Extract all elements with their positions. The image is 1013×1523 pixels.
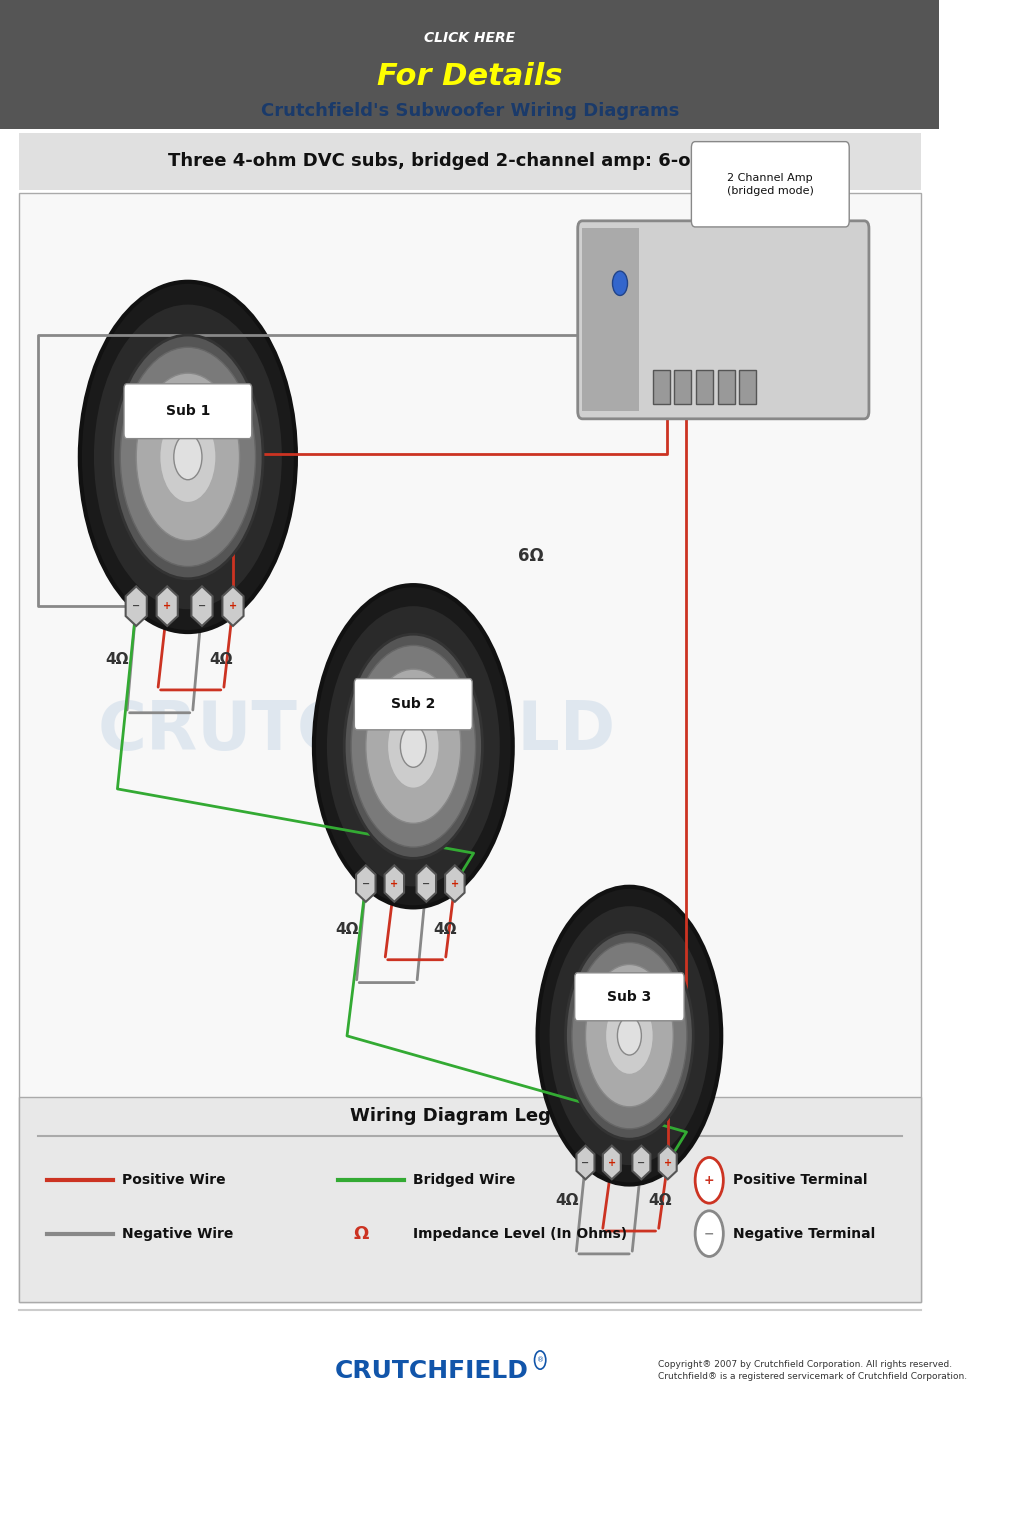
FancyBboxPatch shape xyxy=(0,0,939,129)
Text: Positive Terminal: Positive Terminal xyxy=(732,1173,867,1188)
Polygon shape xyxy=(576,1145,595,1179)
Text: −: − xyxy=(198,602,206,611)
Circle shape xyxy=(174,434,202,480)
Text: CRUTCHFIELD: CRUTCHFIELD xyxy=(335,1359,529,1383)
Circle shape xyxy=(387,704,440,789)
Text: Sub 1: Sub 1 xyxy=(166,404,210,419)
Text: Negative Wire: Negative Wire xyxy=(123,1226,234,1241)
FancyBboxPatch shape xyxy=(692,142,849,227)
Text: 2 Channel Amp
(bridged mode): 2 Channel Amp (bridged mode) xyxy=(727,172,813,196)
Text: 4Ω: 4Ω xyxy=(335,921,359,937)
Polygon shape xyxy=(357,865,376,902)
Text: Sub 2: Sub 2 xyxy=(391,698,436,711)
Text: CRUTCHFIELD: CRUTCHFIELD xyxy=(98,698,616,765)
Text: For Details: For Details xyxy=(377,61,562,91)
Polygon shape xyxy=(223,586,243,626)
FancyBboxPatch shape xyxy=(717,370,734,404)
Circle shape xyxy=(94,305,282,609)
Text: Ω: Ω xyxy=(354,1224,370,1243)
Text: −: − xyxy=(704,1228,714,1240)
FancyBboxPatch shape xyxy=(582,228,639,411)
Circle shape xyxy=(535,1351,546,1369)
Polygon shape xyxy=(658,1145,677,1179)
FancyBboxPatch shape xyxy=(653,370,670,404)
Circle shape xyxy=(352,646,475,847)
Polygon shape xyxy=(191,586,213,626)
Circle shape xyxy=(327,606,499,886)
Polygon shape xyxy=(603,1145,621,1179)
Circle shape xyxy=(344,634,482,859)
Text: −: − xyxy=(422,879,431,888)
Text: +: + xyxy=(608,1157,616,1168)
Text: +: + xyxy=(451,879,459,888)
Circle shape xyxy=(695,1211,723,1256)
Text: −: − xyxy=(581,1157,590,1168)
Text: Positive Wire: Positive Wire xyxy=(123,1173,226,1188)
Text: +: + xyxy=(229,602,237,611)
Text: 4Ω: 4Ω xyxy=(209,652,233,667)
FancyBboxPatch shape xyxy=(739,370,757,404)
Polygon shape xyxy=(126,586,147,626)
Text: CLICK HERE: CLICK HERE xyxy=(424,30,516,46)
Circle shape xyxy=(400,725,426,768)
Text: 4Ω: 4Ω xyxy=(648,1193,672,1208)
Circle shape xyxy=(314,585,513,908)
Polygon shape xyxy=(157,586,178,626)
FancyBboxPatch shape xyxy=(19,193,921,1302)
Circle shape xyxy=(572,943,687,1129)
Text: +: + xyxy=(664,1157,672,1168)
Circle shape xyxy=(613,271,627,295)
FancyBboxPatch shape xyxy=(675,370,692,404)
Circle shape xyxy=(606,998,653,1075)
Circle shape xyxy=(80,282,296,632)
Circle shape xyxy=(549,906,709,1165)
Polygon shape xyxy=(445,865,465,902)
Circle shape xyxy=(366,669,461,824)
Circle shape xyxy=(112,335,263,579)
Text: 4Ω: 4Ω xyxy=(105,652,130,667)
Circle shape xyxy=(160,411,216,503)
FancyBboxPatch shape xyxy=(355,679,472,730)
Text: +: + xyxy=(704,1174,714,1186)
Circle shape xyxy=(565,932,693,1139)
Text: 4Ω: 4Ω xyxy=(555,1193,578,1208)
FancyBboxPatch shape xyxy=(577,221,869,419)
Text: +: + xyxy=(163,602,171,611)
Text: Sub 3: Sub 3 xyxy=(607,990,651,1004)
Text: Three 4-ohm DVC subs, bridged 2-channel amp: 6-ohm load: Three 4-ohm DVC subs, bridged 2-channel … xyxy=(168,152,771,171)
Circle shape xyxy=(538,886,721,1185)
Text: Wiring Diagram Legend: Wiring Diagram Legend xyxy=(350,1107,589,1125)
Circle shape xyxy=(586,964,674,1107)
Circle shape xyxy=(695,1157,723,1203)
Text: −: − xyxy=(132,602,140,611)
Text: 6Ω: 6Ω xyxy=(518,547,544,565)
FancyBboxPatch shape xyxy=(574,973,684,1020)
Text: Impedance Level (In Ohms): Impedance Level (In Ohms) xyxy=(413,1226,627,1241)
Text: Crutchfield's Subwoofer Wiring Diagrams: Crutchfield's Subwoofer Wiring Diagrams xyxy=(260,102,679,120)
Text: Negative Terminal: Negative Terminal xyxy=(732,1226,875,1241)
FancyBboxPatch shape xyxy=(19,133,921,190)
Circle shape xyxy=(617,1016,641,1055)
Text: 4Ω: 4Ω xyxy=(434,921,457,937)
Text: Copyright® 2007 by Crutchfield Corporation. All rights reserved.
Crutchfield® is: Copyright® 2007 by Crutchfield Corporati… xyxy=(657,1360,966,1381)
Text: −: − xyxy=(637,1157,645,1168)
FancyBboxPatch shape xyxy=(19,1097,921,1302)
Circle shape xyxy=(136,373,239,541)
FancyBboxPatch shape xyxy=(696,370,713,404)
FancyBboxPatch shape xyxy=(124,384,252,439)
Text: +: + xyxy=(390,879,398,888)
Polygon shape xyxy=(416,865,436,902)
Text: −: − xyxy=(362,879,370,888)
Text: Bridged Wire: Bridged Wire xyxy=(413,1173,516,1188)
Circle shape xyxy=(121,347,255,567)
Text: ®: ® xyxy=(537,1357,544,1363)
Polygon shape xyxy=(385,865,404,902)
Polygon shape xyxy=(632,1145,650,1179)
